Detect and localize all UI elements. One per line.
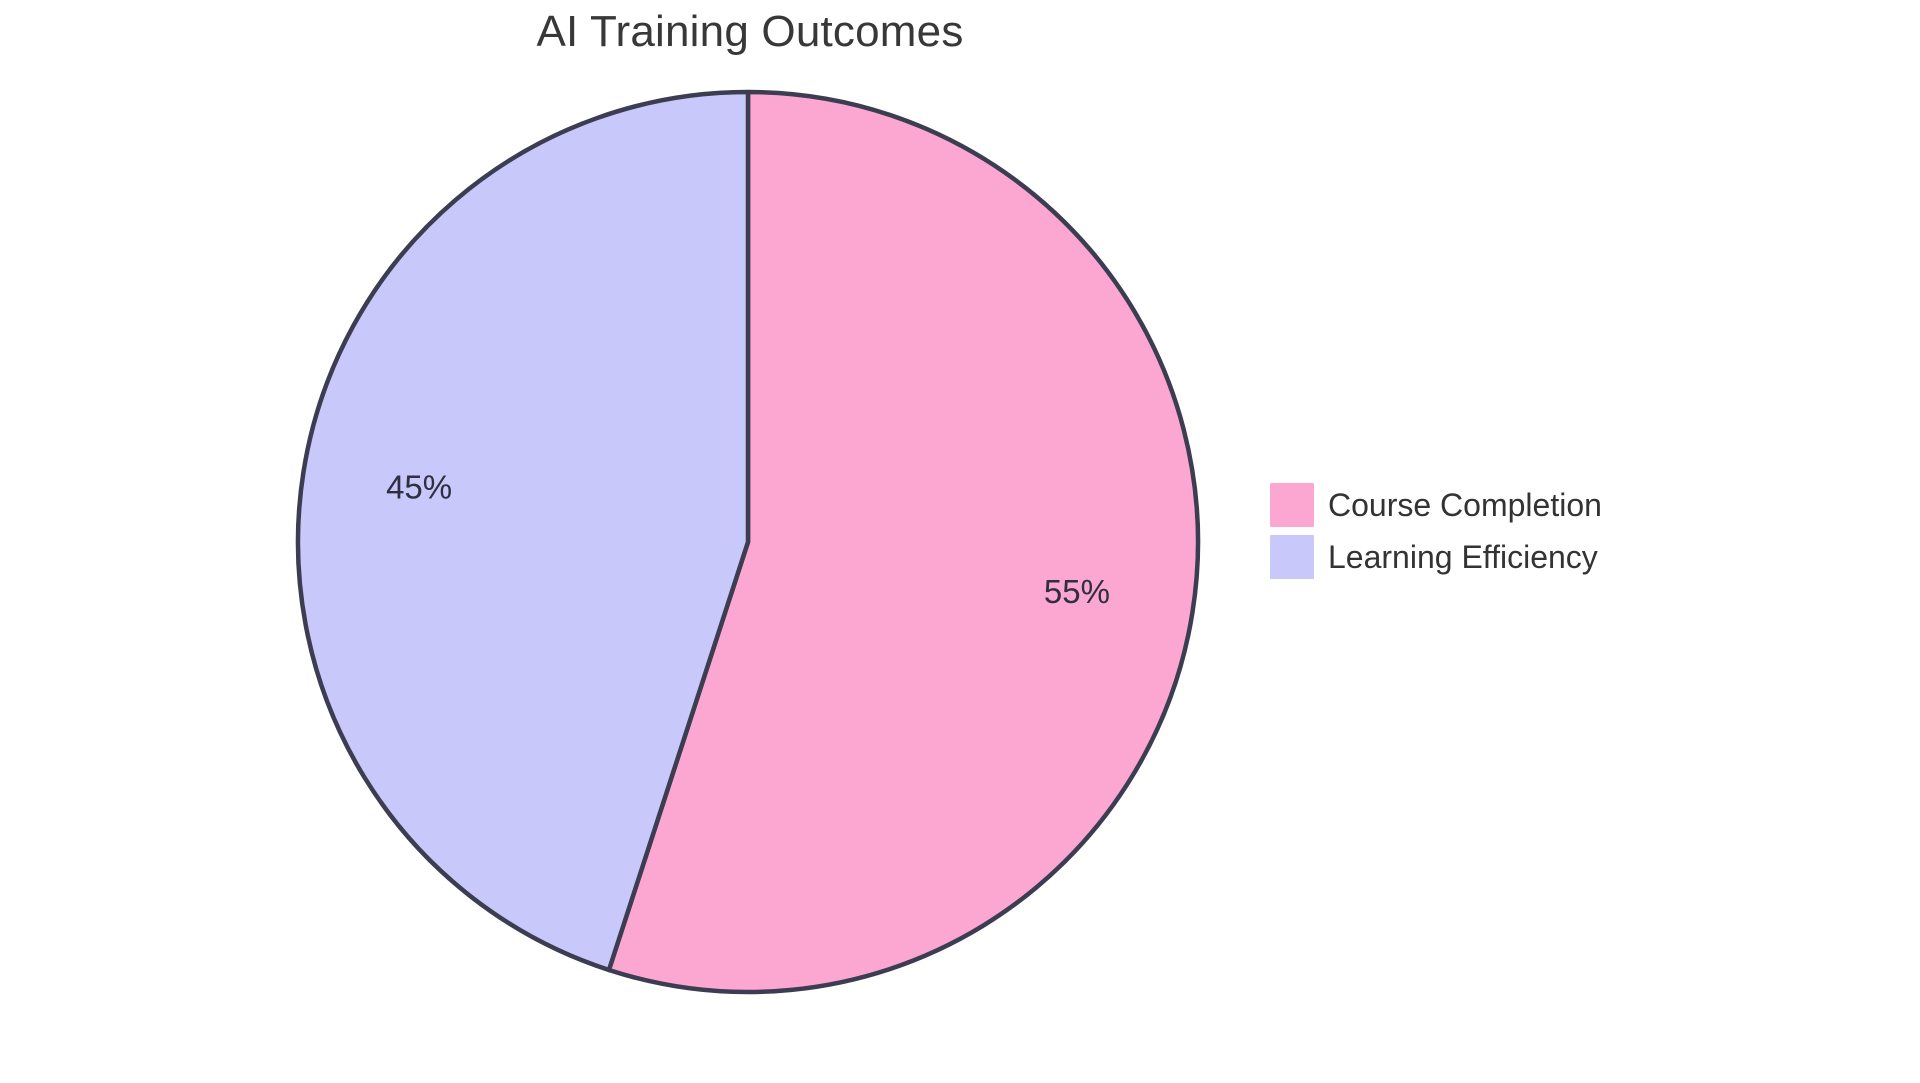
chart-legend: Course Completion Learning Efficiency: [1270, 482, 1602, 580]
slice-value-label-course-completion: 55%: [1044, 573, 1110, 610]
pie-slices: [295, 89, 1201, 995]
legend-item-label: Course Completion: [1328, 487, 1602, 523]
legend-color-swatch-course-completion: [1270, 483, 1314, 527]
legend-item-course-completion[interactable]: Course Completion: [1270, 482, 1602, 528]
pie-slice-labels: 55% 45%: [386, 469, 1110, 610]
pie-slice-learning-efficiency[interactable]: [295, 89, 751, 973]
pie-slice-course-completion[interactable]: [606, 89, 1201, 995]
slice-value-label-learning-efficiency: 45%: [386, 469, 452, 506]
page-title: AI Training Outcomes: [536, 7, 964, 56]
legend-item-label: Learning Efficiency: [1328, 539, 1598, 575]
legend-item-learning-efficiency[interactable]: Learning Efficiency: [1270, 534, 1602, 580]
legend-color-swatch-learning-efficiency: [1270, 535, 1314, 579]
